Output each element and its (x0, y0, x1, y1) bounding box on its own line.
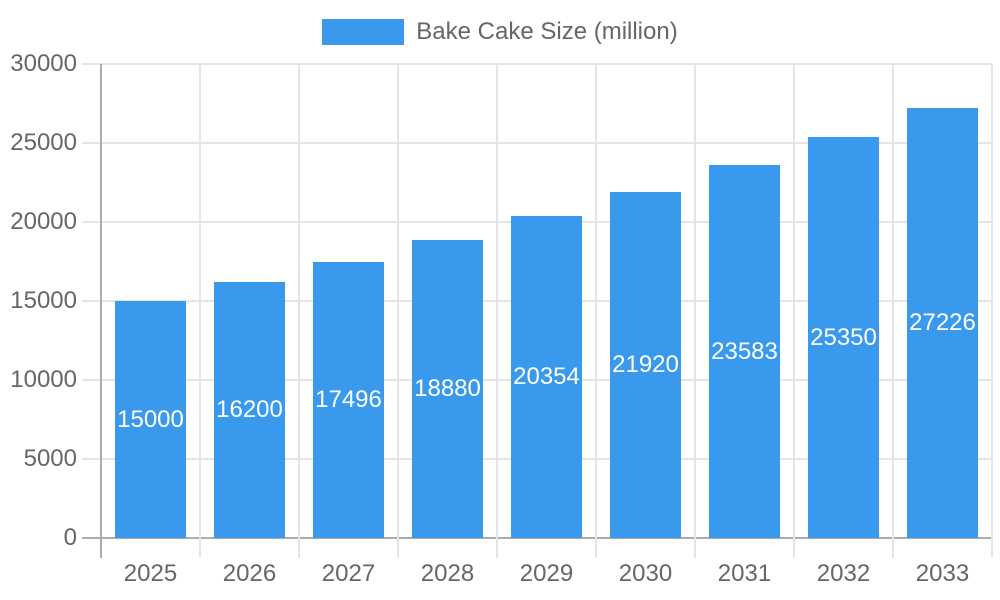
gridline-h (82, 63, 992, 65)
bar-2031[interactable]: 23583 (709, 165, 780, 538)
bar-value-label: 23583 (711, 337, 778, 365)
legend-swatch (322, 19, 405, 45)
bar-2033[interactable]: 27226 (907, 107, 978, 538)
bar-value-label: 17496 (315, 385, 382, 413)
bar-value-label: 16200 (216, 396, 283, 423)
bar-value-label: 15000 (117, 405, 184, 433)
x-tick-label: 2028 (420, 560, 475, 587)
bar-2030[interactable]: 21920 (610, 191, 681, 538)
y-axis-line (100, 64, 102, 558)
bar-2026[interactable]: 16200 (214, 282, 285, 538)
chart-legend[interactable]: Bake Cake Size (million) (0, 19, 1000, 45)
bar-value-label: 27226 (909, 308, 976, 336)
gridline-v (397, 64, 399, 558)
gridline-v (298, 64, 300, 558)
x-tick-label: 2030 (618, 560, 673, 587)
x-tick-label: 2033 (915, 560, 970, 587)
bar-2025[interactable]: 15000 (115, 301, 186, 538)
bar-value-label: 20354 (513, 363, 580, 391)
bar-2032[interactable]: 25350 (808, 137, 879, 538)
legend-label: Bake Cake Size (million) (416, 18, 678, 45)
x-tick-label: 2031 (717, 560, 772, 587)
gridline-v (496, 64, 498, 558)
bar-2029[interactable]: 20354 (511, 216, 582, 538)
x-tick-label: 2032 (816, 560, 871, 587)
x-tick-label: 2025 (123, 560, 178, 587)
gridline-v (199, 64, 201, 558)
gridline-v (892, 64, 894, 558)
bar-value-label: 18880 (414, 374, 481, 402)
gridline-h (82, 142, 992, 144)
bar-value-label: 21920 (612, 350, 679, 378)
y-tick-label: 15000 (10, 287, 77, 314)
y-tick-label: 0 (63, 524, 77, 551)
x-tick-label: 2026 (222, 560, 277, 587)
x-tick-label: 2029 (519, 560, 574, 587)
bar-2027[interactable]: 17496 (313, 261, 384, 538)
y-tick-label: 5000 (23, 445, 77, 472)
y-tick-label: 30000 (10, 50, 77, 77)
x-tick-label: 2027 (321, 560, 376, 587)
y-tick-label: 20000 (10, 208, 77, 235)
gridline-v (694, 64, 696, 558)
bar-value-label: 25350 (810, 323, 877, 351)
x-axis-line (82, 537, 992, 539)
gridline-v (991, 64, 993, 558)
y-tick-label: 25000 (10, 129, 77, 156)
gridline-v (595, 64, 597, 558)
bar-2028[interactable]: 18880 (412, 239, 483, 538)
gridline-v (793, 64, 795, 558)
y-tick-label: 10000 (10, 366, 77, 393)
